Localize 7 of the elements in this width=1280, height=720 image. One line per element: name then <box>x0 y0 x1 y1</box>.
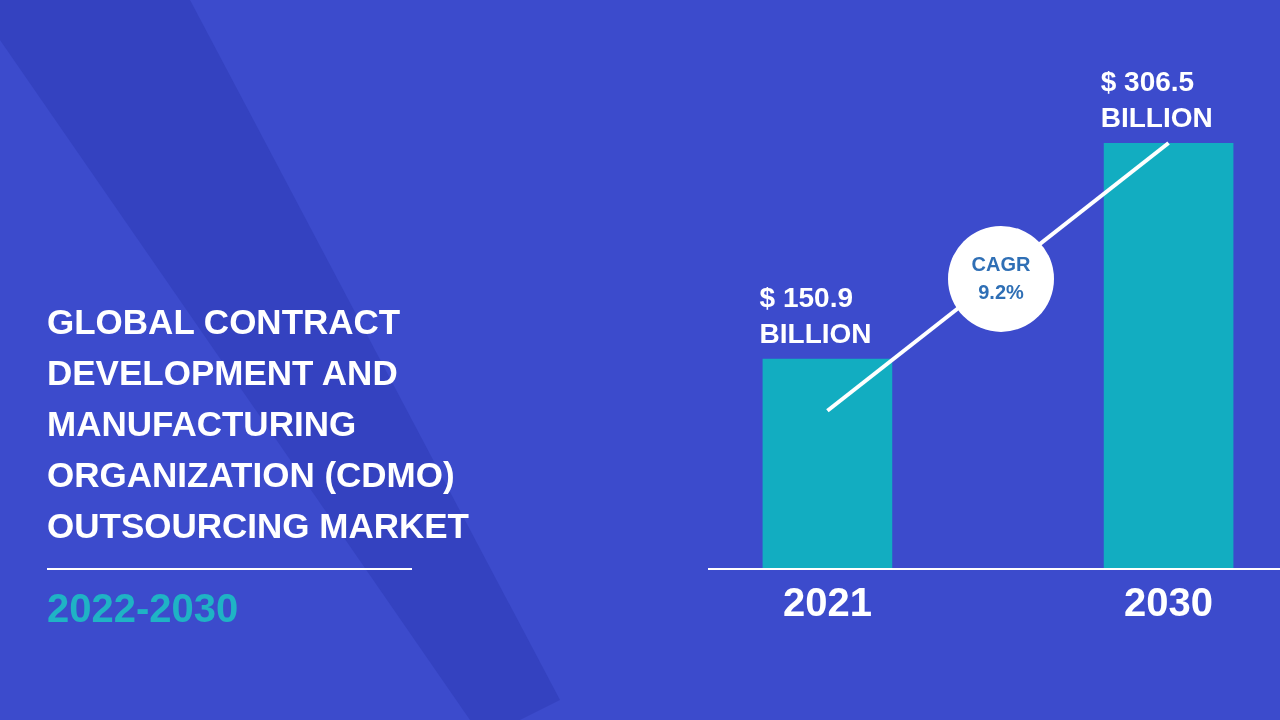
text: GLOBAL CONTRACT DEVELOPMENT AND MANUFACTURING ORGANIZATION (CDMO) OUTSOURCING MARKET <box>47 302 469 545</box>
x-tick-label: 2030 <box>1124 580 1214 624</box>
annotation: CAGR 9.2% <box>971 252 1031 303</box>
text: 2022-2030 <box>47 586 239 630</box>
data-label: $ 150.9 BILLION <box>759 281 872 349</box>
data-label: $ 306.5 BILLION <box>1100 66 1213 133</box>
x-tick-label: 2021 <box>782 580 872 624</box>
